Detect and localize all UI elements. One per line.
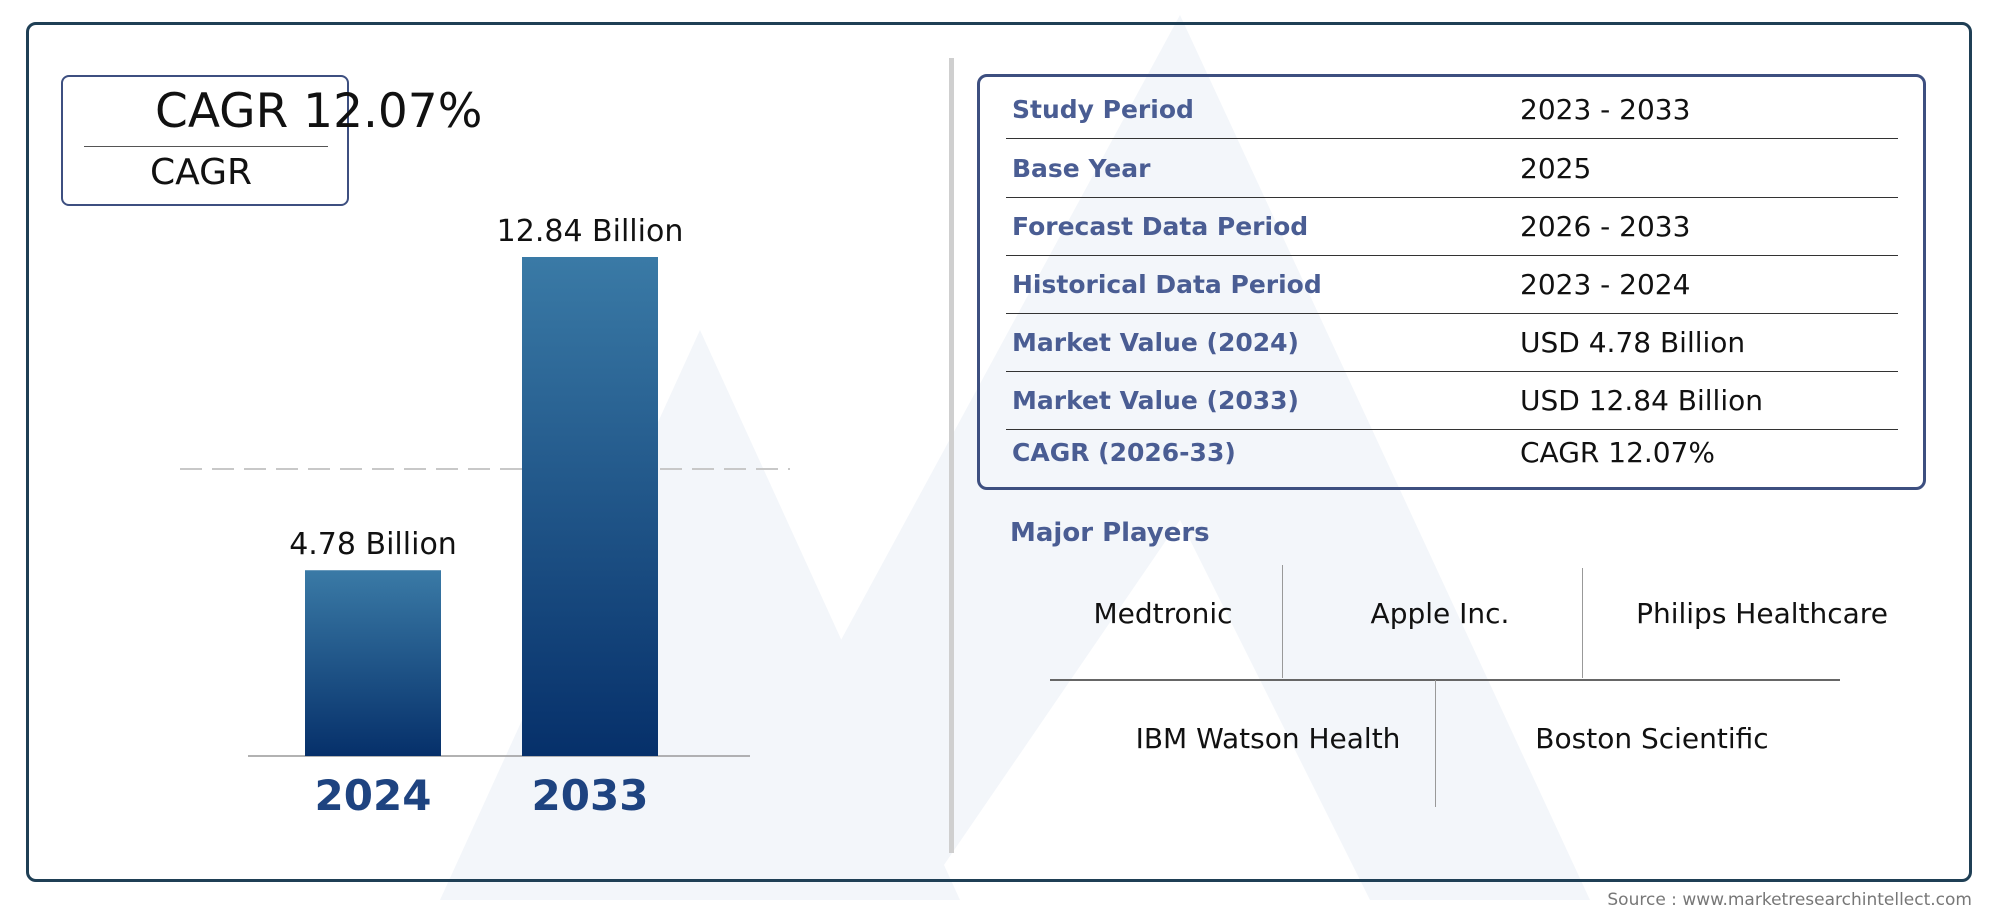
info-key: Base Year [1012, 154, 1151, 183]
source-credit: Source : www.marketresearchintellect.com [1607, 890, 1972, 910]
info-value: CAGR 12.07% [1520, 435, 1716, 469]
info-row: Market Value (2024) USD 4.78 Billion [1006, 314, 1898, 372]
major-players-title: Major Players [1010, 518, 1210, 548]
cagr-divider [84, 146, 328, 147]
cagr-badge [61, 75, 349, 206]
card-frame [26, 22, 1972, 882]
info-key: Market Value (2024) [1012, 328, 1299, 357]
data-label-2033: 12.84 Billion [497, 214, 684, 249]
players-divider-2 [1582, 568, 1583, 678]
players-divider-3 [1435, 680, 1436, 807]
player-medtronic: Medtronic [1093, 597, 1233, 630]
players-row-divider [1050, 679, 1840, 681]
section-divider [949, 58, 954, 853]
info-key: CAGR (2026-33) [1012, 437, 1236, 467]
info-key: Historical Data Period [1012, 270, 1322, 299]
info-key: Study Period [1012, 95, 1194, 124]
info-value: 2025 [1520, 152, 1592, 185]
data-label-2024: 4.78 Billion [289, 527, 457, 562]
info-value: USD 4.78 Billion [1520, 326, 1746, 359]
info-value: USD 12.84 Billion [1520, 384, 1763, 417]
player-ibm-watson: IBM Watson Health [1135, 722, 1401, 755]
info-row: Market Value (2033) USD 12.84 Billion [1006, 372, 1898, 430]
info-value: 2023 - 2033 [1520, 93, 1691, 126]
player-apple: Apple Inc. [1370, 597, 1510, 630]
info-row: Historical Data Period 2023 - 2024 [1006, 256, 1898, 314]
player-boston-scientific: Boston Scientific [1535, 722, 1769, 755]
info-row: Forecast Data Period 2026 - 2033 [1006, 198, 1898, 256]
category-label-2033: 2033 [532, 771, 649, 820]
player-philips: Philips Healthcare [1636, 597, 1888, 630]
cagr-value: CAGR 12.07% [155, 84, 483, 139]
info-value: 2023 - 2024 [1520, 268, 1691, 301]
info-row: Base Year 2025 [1006, 140, 1898, 198]
info-key: Market Value (2033) [1012, 386, 1299, 415]
category-label-2024: 2024 [315, 771, 432, 820]
info-key: Forecast Data Period [1012, 212, 1309, 241]
info-value: 2026 - 2033 [1520, 210, 1691, 243]
players-divider-1 [1282, 565, 1283, 678]
bar-chart: 4.78 Billion 2024 12.84 Billion 2033 [180, 214, 790, 820]
info-row: Study Period 2023 - 2033 [1006, 81, 1898, 139]
bar-2033 [522, 257, 658, 756]
market-info-table [977, 74, 1926, 490]
cagr-label: CAGR [150, 152, 253, 193]
bar-2024 [305, 570, 441, 756]
info-row: CAGR (2026-33) CAGR 12.07% [1006, 423, 1898, 481]
